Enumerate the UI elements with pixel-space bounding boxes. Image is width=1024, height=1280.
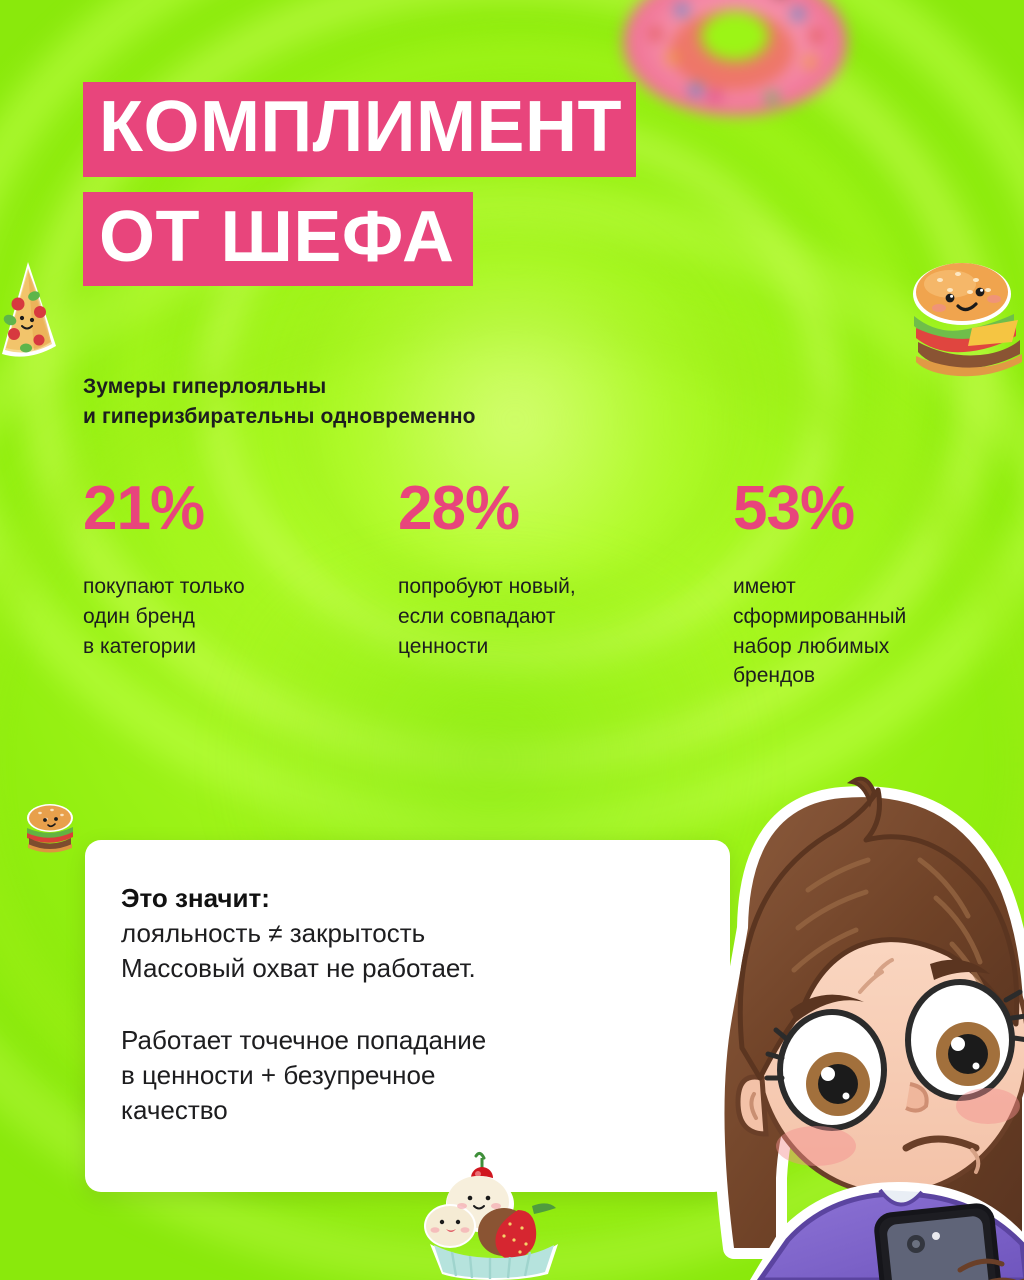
- headline: КОМПЛИМЕНТ ОТ ШЕФА: [83, 82, 1024, 287]
- subtitle: Зумеры гиперлояльны и гиперизбирательны …: [83, 372, 476, 432]
- card-paragraph-1: лояльность ≠ закрытость Массовый охват н…: [121, 916, 700, 987]
- stat-item: 28% попробуют новый, если совпадают ценн…: [398, 478, 698, 661]
- card-paragraph-2: Работает точечное попадание в ценности +…: [121, 1023, 700, 1129]
- card-heading: Это значит:: [121, 883, 270, 913]
- headline-line-2: ОТ ШЕФА: [83, 191, 473, 287]
- stat-item: 21% покупают только один бренд в категор…: [83, 478, 383, 661]
- stat-item: 53% имеют сформированный набор любимых б…: [733, 478, 1023, 691]
- stat-description: попробуют новый, если совпадают ценности: [398, 572, 698, 661]
- stat-description-line: набор любимых: [733, 634, 890, 658]
- stat-description-line: в категории: [83, 634, 196, 658]
- stat-description-line: ценности: [398, 634, 489, 658]
- background-center-glow: [300, 230, 730, 610]
- stat-description: имеют сформированный набор любимых бренд…: [733, 572, 1023, 691]
- stat-description-line: покупают только: [83, 575, 245, 598]
- card-paragraph-line: качество: [121, 1095, 228, 1126]
- stat-description-line: если совпадают: [398, 604, 556, 628]
- pizza-slice-icon: [0, 258, 60, 362]
- card-paragraph-line: лояльность ≠ закрытость: [121, 917, 426, 948]
- stat-description-line: сформированный: [733, 604, 907, 628]
- stat-value: 21%: [83, 474, 205, 543]
- insight-card: Это значит: лояльность ≠ закрытость Масс…: [85, 840, 730, 1192]
- stat-value: 53%: [733, 474, 855, 543]
- subtitle-line-1: Зумеры гиперлояльны: [83, 375, 327, 398]
- stat-description-line: попробуют новый,: [398, 575, 576, 598]
- girl-with-phone-illustration: [630, 776, 1024, 1280]
- stat-description: покупают только один бренд в категории: [83, 572, 383, 661]
- donut-icon: [620, 0, 850, 120]
- card-paragraph-line: Работает точечное попадание: [121, 1024, 487, 1055]
- card-paragraph-line: в ценности + безупречное: [121, 1059, 436, 1090]
- burger-small-icon: [22, 800, 78, 856]
- stat-description-line: брендов: [733, 664, 816, 688]
- burger-icon: [906, 258, 1024, 377]
- stat-value: 28%: [398, 474, 520, 543]
- headline-line-1: КОМПЛИМЕНТ: [83, 82, 636, 177]
- stat-description-line: имеют: [733, 575, 796, 598]
- ice-cream-sundae-icon: [424, 1148, 580, 1280]
- card-paragraph-line: Массовый охват не работает.: [121, 953, 476, 984]
- stat-description-line: один бренд: [83, 604, 195, 628]
- subtitle-line-2: и гиперизбирательны одновременно: [83, 404, 476, 428]
